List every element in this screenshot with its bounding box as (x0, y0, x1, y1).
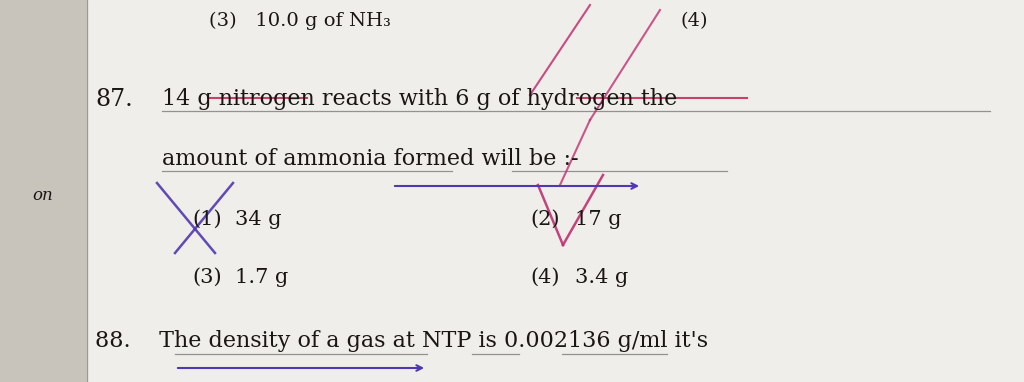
Text: (4): (4) (680, 12, 708, 30)
Text: 14 g nitrogen reacts with 6 g of hydrogen the: 14 g nitrogen reacts with 6 g of hydroge… (162, 88, 677, 110)
Text: 34 g: 34 g (234, 210, 282, 229)
Text: 17 g: 17 g (575, 210, 622, 229)
Text: (3)   10.0 g of NH₃: (3) 10.0 g of NH₃ (209, 12, 391, 30)
Text: 88.    The density of a gas at NTP is 0.002136 g/ml it's: 88. The density of a gas at NTP is 0.002… (95, 330, 709, 352)
Text: on: on (33, 186, 53, 204)
Text: 3.4 g: 3.4 g (575, 268, 629, 287)
Bar (0, 0, 87, 382)
Text: (4): (4) (530, 268, 559, 287)
Text: amount of ammonia formed will be :-: amount of ammonia formed will be :- (162, 148, 579, 170)
Text: 1.7 g: 1.7 g (234, 268, 288, 287)
Text: 87.: 87. (95, 88, 133, 111)
Text: (2): (2) (530, 210, 559, 229)
Text: (1): (1) (193, 210, 221, 229)
Text: (3): (3) (193, 268, 221, 287)
